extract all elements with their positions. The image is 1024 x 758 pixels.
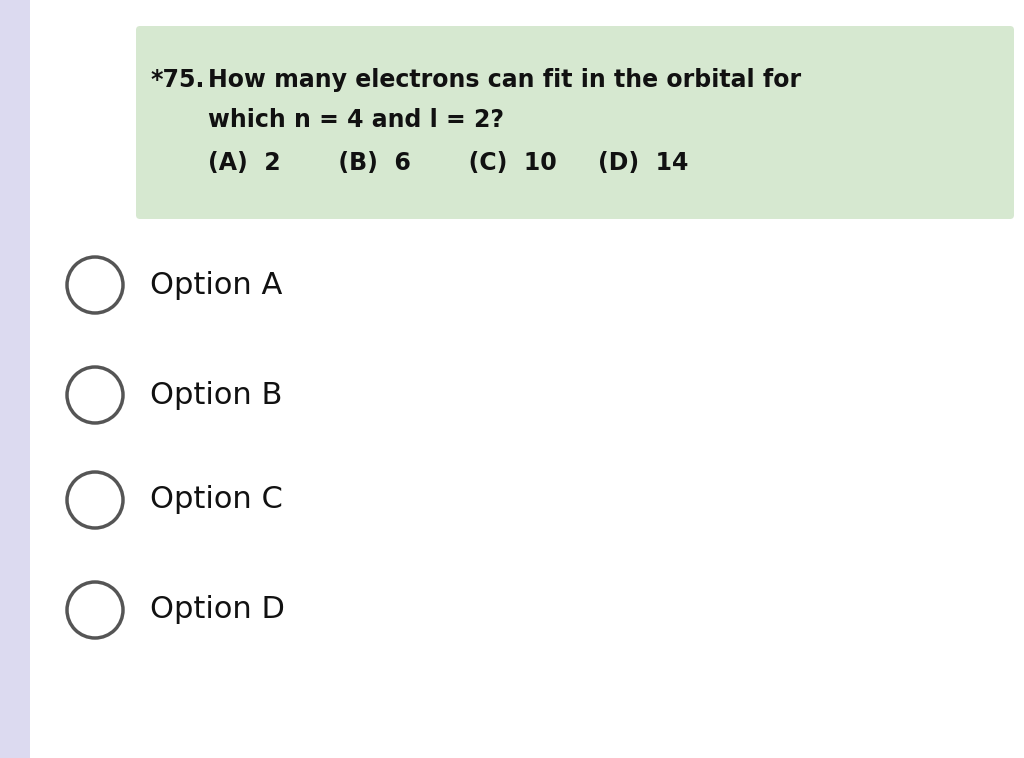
Text: (A)  2       (B)  6       (C)  10     (D)  14: (A) 2 (B) 6 (C) 10 (D) 14 xyxy=(208,151,688,175)
Text: Option C: Option C xyxy=(150,486,283,515)
Text: which n = 4 and l = 2?: which n = 4 and l = 2? xyxy=(208,108,504,132)
Circle shape xyxy=(67,367,123,423)
FancyBboxPatch shape xyxy=(136,26,1014,219)
Text: Option B: Option B xyxy=(150,381,283,409)
Text: Option D: Option D xyxy=(150,596,285,625)
Circle shape xyxy=(67,472,123,528)
Bar xyxy=(0,0,30,758)
Circle shape xyxy=(67,582,123,638)
Circle shape xyxy=(67,257,123,313)
Text: Option A: Option A xyxy=(150,271,283,299)
Text: How many electrons can fit in the orbital for: How many electrons can fit in the orbita… xyxy=(208,68,801,92)
Text: *75.: *75. xyxy=(150,68,205,92)
